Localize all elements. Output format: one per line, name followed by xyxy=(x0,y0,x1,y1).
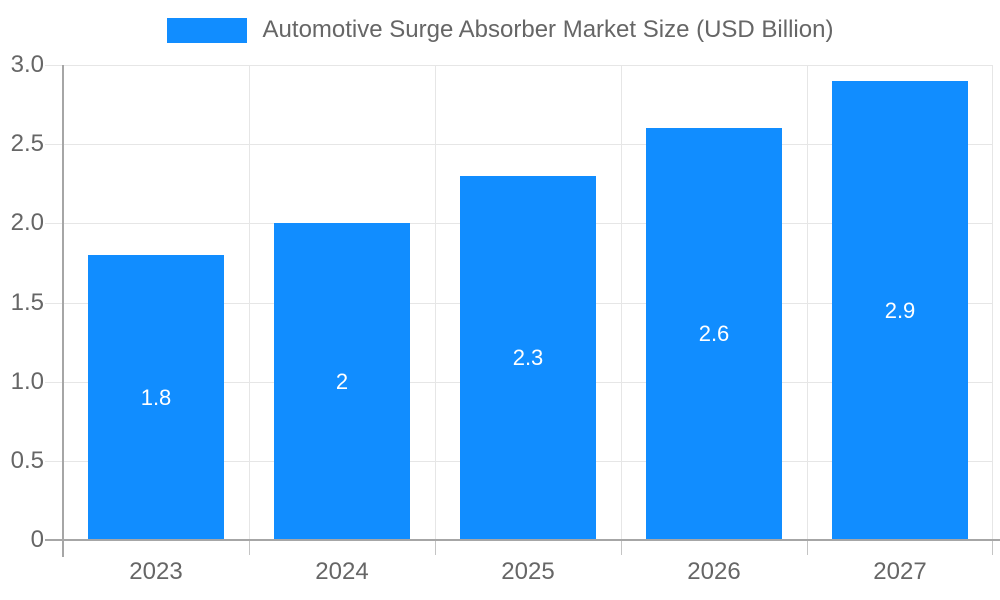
x-tick-label-2025: 2025 xyxy=(501,558,555,585)
gridline-x-boundary xyxy=(435,65,436,540)
y-axis-line xyxy=(62,65,64,557)
bar-2027[interactable]: 2.9 xyxy=(832,81,968,540)
y-tick-label-0: 0 xyxy=(30,526,44,553)
legend-label: Automotive Surge Absorber Market Size (U… xyxy=(262,16,834,43)
y-tick-label-3.0: 3.0 xyxy=(10,51,44,78)
gridline-y-2.5 xyxy=(45,144,993,145)
gridline-x-boundary xyxy=(807,65,808,540)
y-tick-label-1.5: 1.5 xyxy=(10,289,44,316)
bar-2024[interactable]: 2 xyxy=(274,223,410,540)
x-axis-tick xyxy=(249,540,250,555)
y-tick-label-1.0: 1.0 xyxy=(10,368,44,395)
gridline-x-boundary xyxy=(249,65,250,540)
bar-value-label-2027: 2.9 xyxy=(884,297,916,323)
bar-2025[interactable]: 2.3 xyxy=(460,176,596,540)
legend[interactable]: Automotive Surge Absorber Market Size (U… xyxy=(0,14,1000,46)
x-tick-label-2023: 2023 xyxy=(129,558,183,585)
x-axis-tick xyxy=(621,540,622,555)
y-axis: 0 0.5 1.0 1.5 2.0 2.5 3.0 xyxy=(0,51,44,553)
bar-2026[interactable]: 2.6 xyxy=(646,128,782,540)
x-axis-line xyxy=(45,539,1000,541)
x-axis-tick xyxy=(807,540,808,555)
gridline-x-boundary xyxy=(621,65,622,540)
plot-right-border xyxy=(992,65,993,540)
bar-value-label-2024: 2 xyxy=(335,368,349,394)
x-axis-tick xyxy=(435,540,436,555)
bar-value-label-2026: 2.6 xyxy=(698,321,730,346)
x-tick-label-2027: 2027 xyxy=(873,558,927,585)
x-axis: 2023 2024 2025 2026 2027 xyxy=(63,556,993,590)
y-tick-label-2.5: 2.5 xyxy=(10,130,44,157)
x-tick-label-2026: 2026 xyxy=(687,558,741,585)
legend-swatch xyxy=(166,17,247,43)
plot-area: 1.8 2 2.3 2.6 2.9 xyxy=(45,65,1000,557)
y-tick-label-2.0: 2.0 xyxy=(10,209,44,236)
bar-value-label-2023: 1.8 xyxy=(140,384,172,410)
bar-2023[interactable]: 1.8 xyxy=(88,255,224,540)
x-axis-tick xyxy=(992,540,993,555)
x-tick-label-2024: 2024 xyxy=(315,558,369,585)
bar-value-label-2025: 2.3 xyxy=(512,345,544,370)
y-tick-label-0.5: 0.5 xyxy=(10,447,44,474)
gridline-y-3.0 xyxy=(45,65,993,66)
